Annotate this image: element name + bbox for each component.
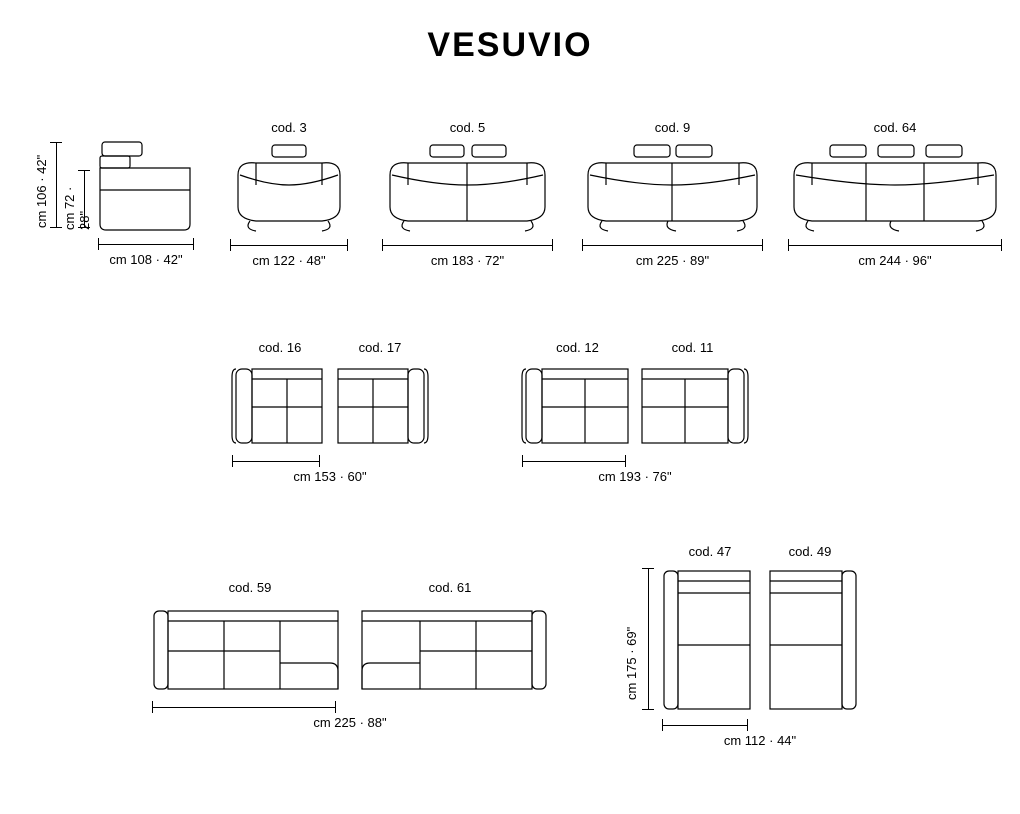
cod-label: cod. 12	[520, 340, 635, 355]
hdim	[380, 239, 555, 253]
cod-label: cod. 11	[635, 340, 750, 355]
width-label: cm 225 · 88"	[150, 715, 550, 730]
cod-label: cod. 16	[230, 340, 330, 355]
width-label: cm 122 · 48"	[228, 253, 350, 268]
cod-label: cod. 49	[760, 544, 860, 559]
hdim	[580, 239, 765, 253]
cod-label: cod. 17	[330, 340, 430, 355]
cod-label: cod. 9	[580, 120, 765, 135]
sofa-front-icon	[380, 141, 555, 235]
item-cod3: cod. 3 cm 122 · 48"	[228, 120, 350, 268]
side-width-label: cm 108 · 42"	[96, 252, 196, 267]
cod-label: cod. 5	[380, 120, 555, 135]
hdim-side	[96, 238, 196, 252]
cod-label: cod. 3	[228, 120, 350, 135]
group-16-17: cod. 16 cod. 17 cm 153 · 60"	[230, 340, 430, 484]
width-label: cm 244 · 96"	[786, 253, 1004, 268]
vdim-bar-outer	[50, 140, 62, 230]
sofa-front-icon	[580, 141, 765, 235]
side-view-block: cm 106 · 42" cm 72 · 28" cm 108 · 42"	[30, 140, 200, 267]
sofa-side-icon	[96, 140, 196, 234]
sofa-top-pair-icon	[230, 361, 430, 451]
width-label: cm 153 · 60"	[230, 469, 430, 484]
width-label: cm 112 · 44"	[660, 733, 860, 748]
hdim	[150, 701, 338, 715]
sofa-top-tall-pair-icon	[660, 565, 860, 715]
height1-label: cm 106 · 42"	[34, 146, 49, 228]
group-59-61: cod. 59 cod. 61 cm 225 · 88"	[150, 580, 550, 730]
cod-label: cod. 64	[786, 120, 1004, 135]
hdim	[660, 719, 750, 733]
sofa-top-pair-icon	[520, 361, 750, 451]
item-cod5: cod. 5 cm 183 · 72"	[380, 120, 555, 268]
item-cod64: cod. 64 cm 244 · 96"	[786, 120, 1004, 268]
height2-label: cm 72 · 28"	[62, 172, 92, 230]
cod-label: cod. 59	[150, 580, 350, 595]
group-47-49: cod. 47 cod. 49 cm 175 · 69" cm 112 · 44…	[620, 544, 860, 748]
page-title: VESUVIO	[0, 26, 1020, 65]
group-12-11: cod. 12 cod. 11 cm 193 · 76"	[520, 340, 750, 484]
cod-label: cod. 47	[660, 544, 760, 559]
sofa-front-icon	[786, 141, 1004, 235]
width-label: cm 193 · 76"	[520, 469, 750, 484]
width-label: cm 183 · 72"	[380, 253, 555, 268]
hdim	[228, 239, 350, 253]
hdim	[230, 455, 322, 469]
height-label: cm 175 · 69"	[624, 580, 639, 700]
hdim	[520, 455, 628, 469]
sofa-top-long-pair-icon	[150, 601, 550, 697]
vdim-bar	[642, 566, 654, 712]
sofa-front-icon	[228, 141, 350, 235]
cod-label: cod. 61	[350, 580, 550, 595]
hdim	[786, 239, 1004, 253]
width-label: cm 225 · 89"	[580, 253, 765, 268]
item-cod9: cod. 9 cm 225 · 89"	[580, 120, 765, 268]
